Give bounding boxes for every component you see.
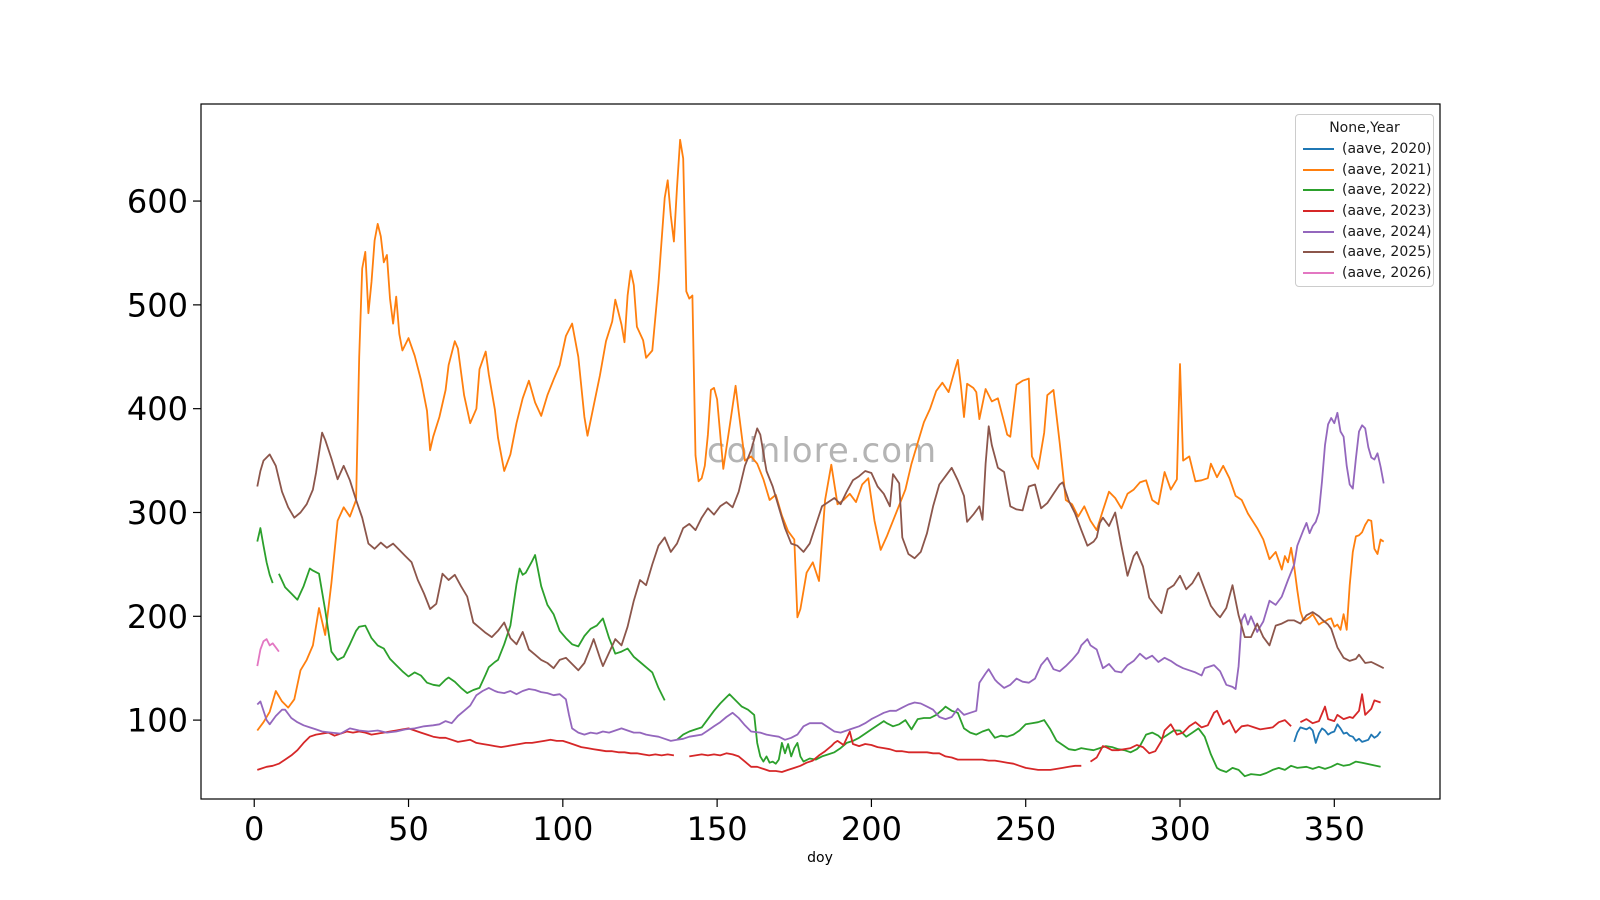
legend-entry: (aave, 2024) [1301,221,1432,242]
series-line-2023 [257,727,675,771]
legend-line-swatch [1303,230,1334,233]
series-line-2021 [256,138,1385,732]
x-tick-label: 300 [1149,810,1210,848]
x-tick-label: 250 [995,810,1056,848]
series-line-2024 [256,411,1385,742]
legend-line-swatch [1303,251,1334,254]
y-axis-ticks: 100 200 300 400 500 600 [127,183,201,740]
legend-line-swatch [1303,189,1334,192]
series-line-2022 [256,527,274,584]
legend-title: None,Year [1329,120,1400,136]
legend-line-swatch [1303,210,1334,213]
series-line-2020 [1293,723,1382,744]
legend-entry: (aave, 2026) [1301,263,1432,284]
y-tick-label: 200 [127,598,188,636]
legend-line-swatch [1303,271,1334,274]
legend-entry-label: (aave, 2022) [1342,182,1432,199]
y-tick-label: 600 [127,183,188,221]
legend: None,Year (aave, 2020) (aave, 2021) (aave,… [1295,114,1434,287]
legend-entry: (aave, 2021) [1301,160,1432,181]
series-line-2022 [278,554,666,701]
legend-line-swatch [1303,148,1334,151]
legend-entry: (aave, 2025) [1301,242,1432,263]
series-line-2022 [676,693,1381,778]
legend-line-swatch [1303,168,1334,171]
x-axis-label: doy [807,850,833,866]
y-tick-label: 500 [127,286,188,324]
y-tick-label: 100 [127,702,188,740]
legend-entry: (aave, 2023) [1301,201,1432,222]
y-tick-label: 400 [127,390,188,428]
x-tick-label: 350 [1304,810,1365,848]
legend-entry-label: (aave, 2024) [1342,223,1432,240]
x-axis-ticks: 0 50 100 150 200 250 300 350 [244,799,1365,848]
legend-entry-label: (aave, 2023) [1342,203,1432,220]
legend-entry-label: (aave, 2020) [1342,141,1432,158]
legend-entry-label: (aave, 2025) [1342,244,1432,261]
x-tick-label: 150 [687,810,748,848]
series-line-2023 [689,730,1082,773]
y-tick-label: 300 [127,494,188,532]
plot-border [200,103,1441,800]
legend-entries: (aave, 2020) (aave, 2021) (aave, 2022) (aav… [1301,139,1432,284]
x-tick-label: 0 [244,810,264,848]
legend-entry-label: (aave, 2021) [1342,161,1432,178]
x-tick-label: 200 [841,810,902,848]
x-tick-label: 50 [388,810,429,848]
series-line-2026 [256,638,280,667]
series-lines [256,138,1385,778]
legend-entry: (aave, 2020) [1301,139,1432,160]
legend-entry: (aave, 2022) [1301,180,1432,201]
series-line-2023 [1090,709,1292,763]
series-line-2025 [256,425,1385,672]
x-tick-label: 100 [532,810,593,848]
series-line-2023 [1299,693,1381,725]
legend-entry-label: (aave, 2026) [1342,264,1432,281]
